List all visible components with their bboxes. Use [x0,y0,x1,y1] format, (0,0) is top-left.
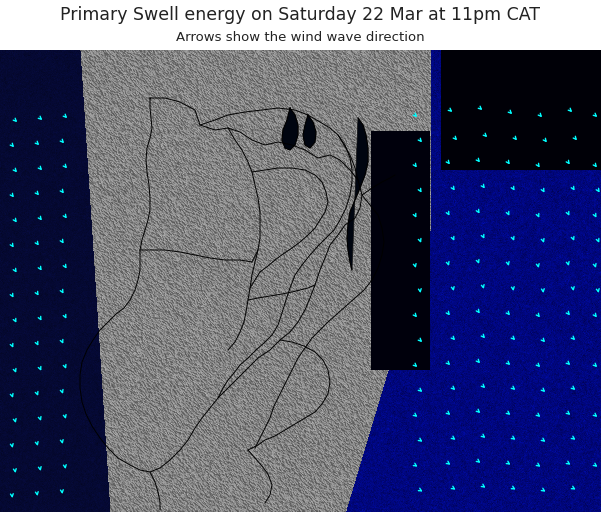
Text: Arrows show the wind wave direction: Arrows show the wind wave direction [176,31,425,44]
Polygon shape [347,118,368,270]
Text: Primary Swell energy on Saturday 22 Mar at 11pm CAT: Primary Swell energy on Saturday 22 Mar … [61,6,540,24]
Polygon shape [282,108,298,150]
Polygon shape [303,115,316,148]
